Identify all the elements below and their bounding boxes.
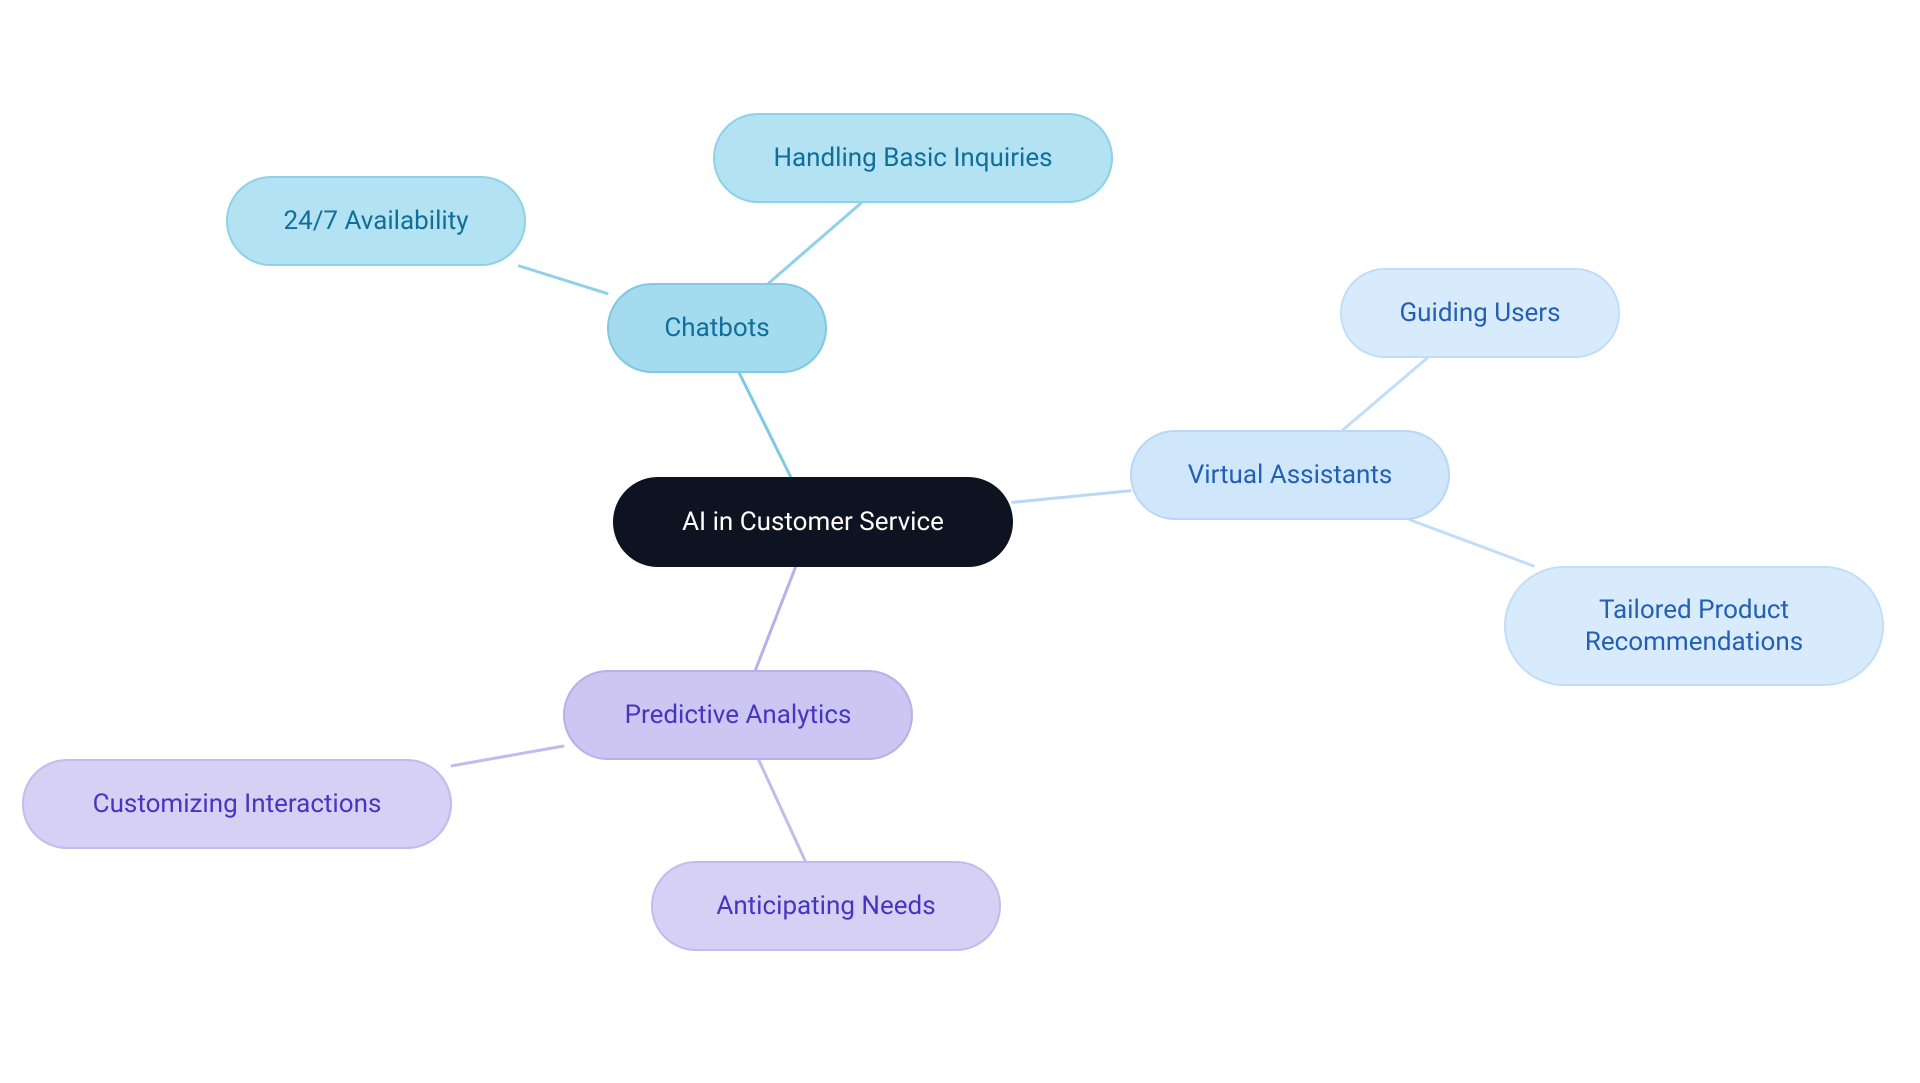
edge-chatbots-basicinq (769, 203, 861, 283)
edge-root-predictive (755, 567, 795, 670)
node-root: AI in Customer Service (613, 477, 1013, 567)
edge-predictive-anticipate (759, 760, 806, 861)
node-availability: 24/7 Availability (226, 176, 526, 266)
node-custom: Customizing Interactions (22, 759, 452, 849)
node-tailored: Tailored Product Recommendations (1504, 566, 1884, 686)
node-va: Virtual Assistants (1130, 430, 1450, 520)
edge-root-chatbots (739, 373, 790, 477)
node-label: Chatbots (664, 312, 769, 345)
node-label: Anticipating Needs (716, 890, 935, 923)
mindmap-canvas: AI in Customer Service Chatbots 24/7 Avail… (0, 0, 1920, 1083)
node-label: Handling Basic Inquiries (773, 142, 1052, 175)
node-anticipate: Anticipating Needs (651, 861, 1001, 951)
node-label: Virtual Assistants (1188, 459, 1393, 492)
node-label: AI in Customer Service (682, 506, 944, 539)
node-guiding: Guiding Users (1340, 268, 1620, 358)
edge-va-guiding (1343, 358, 1427, 430)
edge-predictive-custom (452, 746, 563, 766)
node-label: Predictive Analytics (625, 699, 852, 732)
node-basicinq: Handling Basic Inquiries (713, 113, 1113, 203)
node-predictive: Predictive Analytics (563, 670, 913, 760)
edge-root-va (1013, 491, 1130, 503)
node-label: Guiding Users (1399, 297, 1560, 330)
node-label: Tailored Product Recommendations (1585, 594, 1803, 659)
edge-chatbots-availability (519, 266, 607, 293)
node-chatbots: Chatbots (607, 283, 827, 373)
node-label: 24/7 Availability (283, 205, 468, 238)
edge-va-tailored (1410, 520, 1533, 566)
node-label: Customizing Interactions (93, 788, 382, 821)
